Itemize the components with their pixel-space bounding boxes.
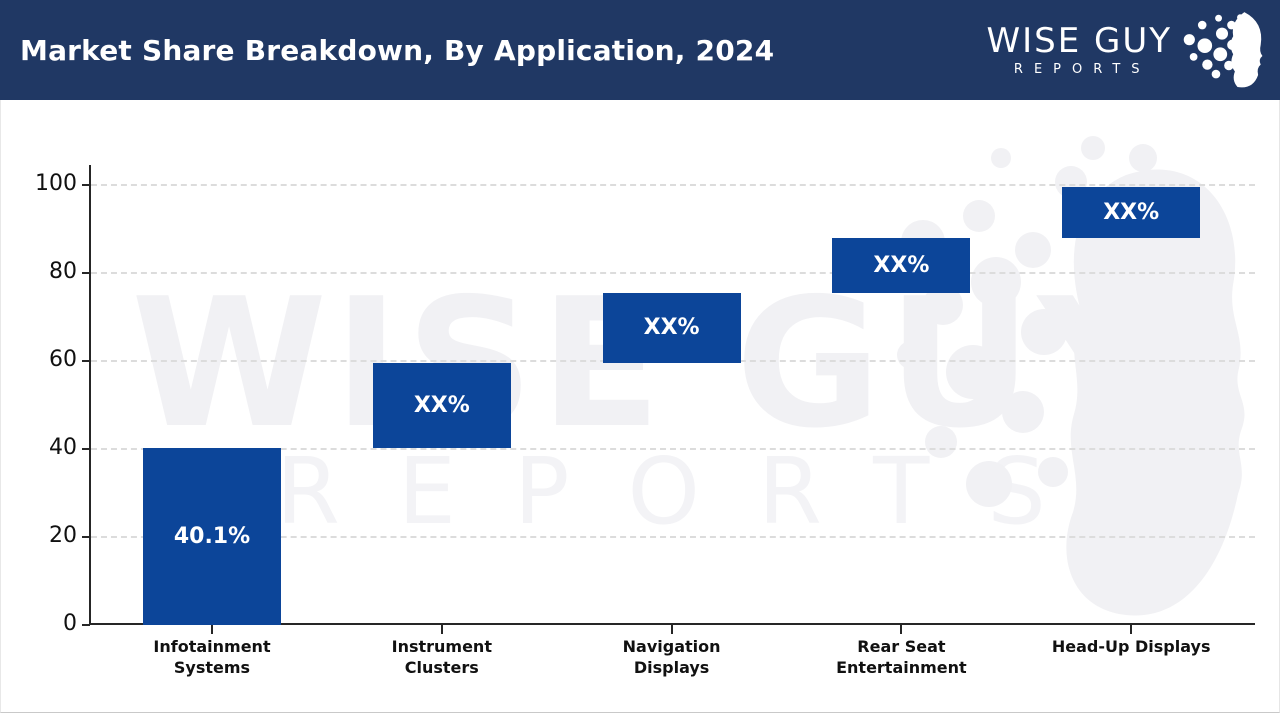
y-tick-label: 60 bbox=[49, 346, 77, 372]
watermark-head-icon bbox=[897, 136, 1245, 616]
x-axis-tick bbox=[440, 625, 443, 634]
y-tick-label: 0 bbox=[63, 611, 77, 636]
y-tick-label: 80 bbox=[49, 258, 77, 284]
chart-canvas: WISE GUY REPORTS 0 20 40 60 80 100 40.1% Infota… bbox=[0, 100, 1280, 713]
x-category-label: Infotainment Systems bbox=[153, 637, 271, 677]
y-gridline bbox=[91, 183, 1255, 186]
header: Market Share Breakdown, By Application, … bbox=[0, 0, 1280, 100]
x-axis-tick bbox=[670, 625, 673, 634]
waterfall-bar: XX% bbox=[372, 362, 511, 449]
brand-subtitle: REPORTS bbox=[1013, 62, 1151, 78]
x-axis-tick bbox=[900, 625, 903, 634]
waterfall-bar: XX% bbox=[832, 237, 971, 294]
y-axis-tick bbox=[82, 359, 90, 362]
x-axis-tick bbox=[1130, 625, 1133, 634]
y-axis-tick bbox=[82, 183, 90, 186]
y-tick-label: 100 bbox=[35, 170, 77, 196]
y-gridline bbox=[91, 447, 1255, 450]
y-tick-label: 20 bbox=[49, 522, 77, 548]
y-axis-tick bbox=[82, 624, 90, 626]
bar-value-label: XX% bbox=[643, 315, 700, 341]
waterfall-bar: 40.1% bbox=[143, 448, 281, 625]
x-category-label: Rear Seat Entertainment bbox=[836, 637, 967, 677]
y-gridline bbox=[91, 271, 1255, 274]
x-category-label: Instrument Clusters bbox=[391, 637, 492, 677]
x-category-label: Navigation Displays bbox=[622, 637, 721, 677]
brand-logo-text: WISE GUY REPORTS bbox=[986, 20, 1172, 78]
chart-title: Market Share Breakdown, By Application, … bbox=[20, 33, 775, 67]
brand-logo: WISE GUY REPORTS bbox=[986, 7, 1280, 93]
watermark-brand-subtext: REPORTS bbox=[276, 438, 1104, 545]
x-axis-tick bbox=[211, 625, 213, 634]
y-axis-tick bbox=[82, 535, 90, 538]
bar-value-label: XX% bbox=[873, 252, 930, 278]
y-axis-tick bbox=[82, 271, 90, 274]
plot-area: 0 20 40 60 80 100 40.1% Infotainment Systems XX%… bbox=[35, 165, 1255, 677]
bar-value-label: XX% bbox=[413, 393, 470, 419]
brand-head-icon bbox=[1183, 12, 1263, 88]
y-tick-label: 40 bbox=[49, 434, 77, 460]
bar-value-label: XX% bbox=[1103, 199, 1160, 225]
y-gridline bbox=[91, 535, 1255, 538]
waterfall-bar: XX% bbox=[602, 293, 741, 363]
brand-name: WISE GUY bbox=[986, 20, 1172, 61]
x-category-label: Head-Up Displays bbox=[1051, 637, 1211, 656]
y-axis-tick bbox=[82, 447, 90, 450]
waterfall-bar: XX% bbox=[1062, 187, 1201, 238]
bar-value-label: 40.1% bbox=[173, 524, 251, 550]
